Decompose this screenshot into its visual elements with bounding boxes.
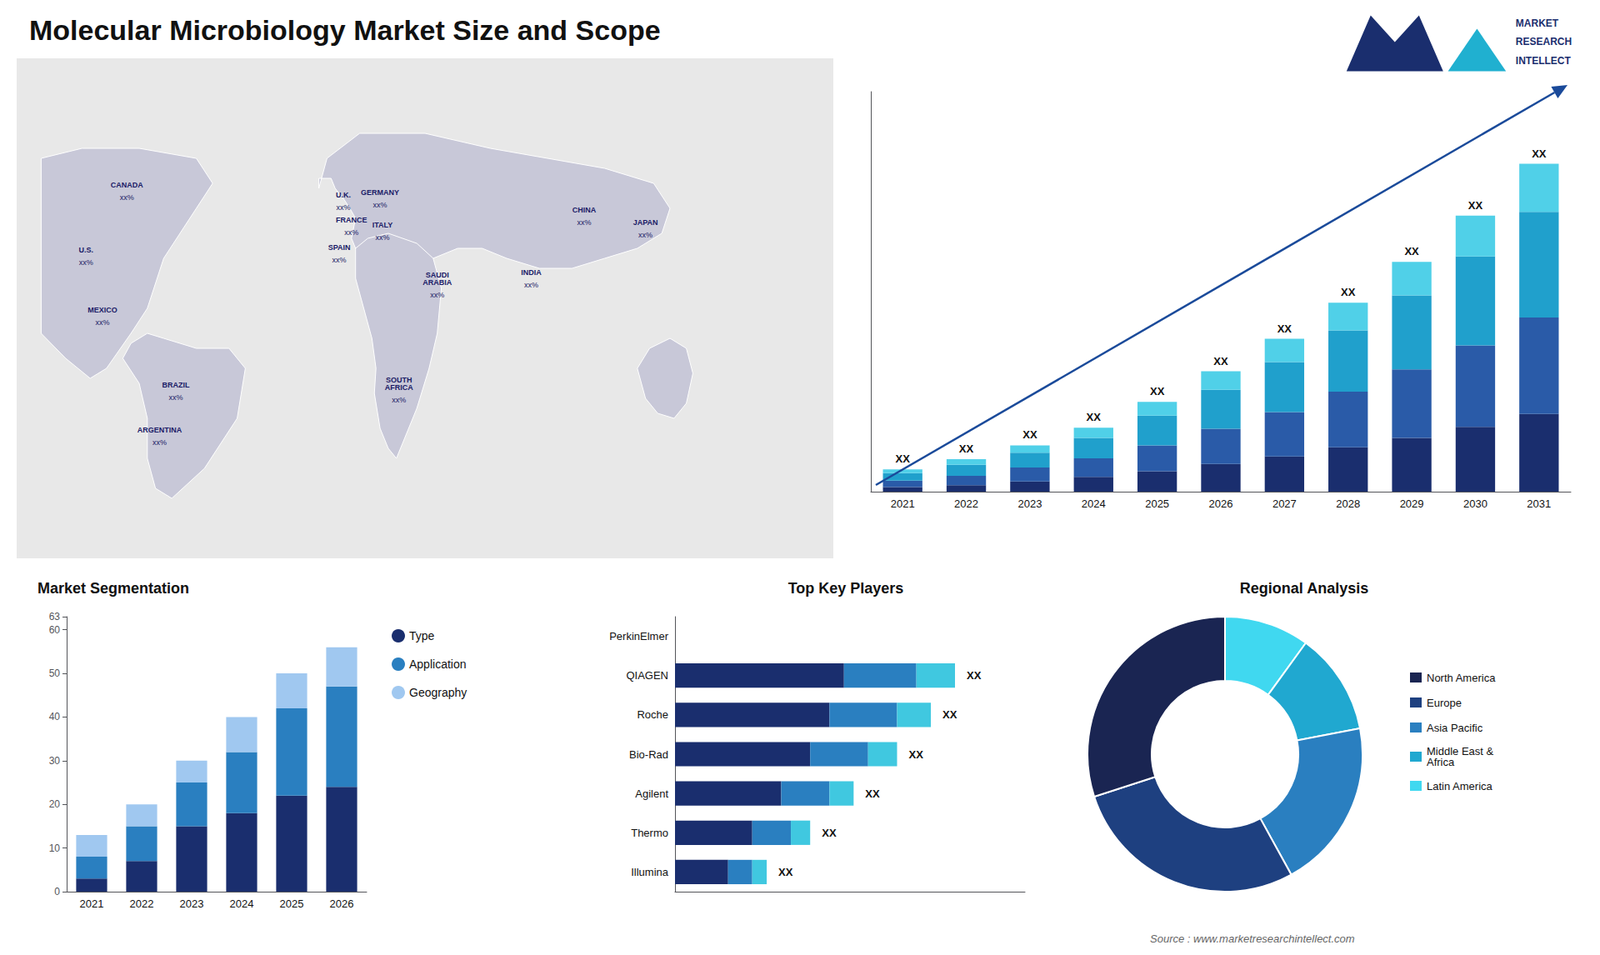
svg-text:Bio-Rad: Bio-Rad — [629, 748, 669, 761]
svg-text:2029: 2029 — [1400, 497, 1425, 510]
svg-text:XX: XX — [1277, 322, 1293, 335]
svg-text:AFRICA: AFRICA — [385, 383, 414, 392]
svg-text:2021: 2021 — [890, 497, 915, 510]
svg-text:CHINA: CHINA — [572, 205, 597, 215]
svg-text:XX: XX — [821, 826, 837, 840]
svg-text:xx%: xx% — [375, 233, 390, 242]
svg-text:XX: XX — [959, 442, 975, 455]
svg-text:XX: XX — [1340, 285, 1356, 299]
svg-text:JAPAN: JAPAN — [633, 218, 659, 227]
svg-text:FRANCE: FRANCE — [335, 215, 368, 225]
svg-text:xx%: xx% — [95, 318, 110, 327]
svg-text:CANADA: CANADA — [110, 180, 144, 190]
svg-text:XX: XX — [1022, 428, 1038, 441]
svg-text:xx%: xx% — [120, 193, 135, 202]
svg-text:xx%: xx% — [335, 203, 350, 212]
svg-text:2023: 2023 — [180, 897, 205, 910]
svg-text:20: 20 — [49, 798, 61, 810]
svg-text:2027: 2027 — [1272, 497, 1297, 510]
svg-text:xx%: xx% — [152, 438, 167, 447]
svg-text:INTELLECT: INTELLECT — [1515, 55, 1572, 67]
svg-text:Type: Type — [409, 629, 435, 643]
svg-text:SAUDI: SAUDI — [425, 270, 449, 279]
svg-text:Market Segmentation: Market Segmentation — [37, 580, 190, 597]
svg-text:Source : www.marketresearchint: Source : www.marketresearchintellect.com — [1150, 932, 1355, 945]
svg-text:MEXICO: MEXICO — [87, 305, 118, 315]
svg-text:Thermo: Thermo — [630, 826, 669, 840]
svg-text:Latin America: Latin America — [1426, 780, 1494, 793]
svg-text:2022: 2022 — [130, 897, 155, 910]
svg-text:XX: XX — [865, 787, 880, 800]
svg-text:RESEARCH: RESEARCH — [1515, 35, 1572, 48]
svg-text:ITALY: ITALY — [372, 220, 394, 230]
svg-text:2026: 2026 — [1209, 497, 1234, 510]
svg-text:2023: 2023 — [1017, 497, 1042, 510]
svg-text:2024: 2024 — [230, 897, 255, 910]
svg-text:XX: XX — [1468, 199, 1484, 212]
svg-text:PerkinElmer: PerkinElmer — [609, 630, 669, 643]
svg-text:xx%: xx% — [373, 200, 388, 210]
svg-text:2024: 2024 — [1081, 497, 1106, 510]
svg-text:Agilent: Agilent — [635, 787, 669, 800]
svg-text:XX: XX — [1531, 147, 1547, 160]
svg-text:2030: 2030 — [1463, 497, 1488, 510]
svg-text:30: 30 — [49, 755, 61, 767]
svg-text:xx%: xx% — [391, 395, 406, 405]
svg-text:GERMANY: GERMANY — [360, 188, 400, 197]
svg-text:XX: XX — [942, 708, 958, 721]
svg-text:2026: 2026 — [330, 897, 355, 910]
svg-text:Illumina: Illumina — [630, 865, 670, 879]
svg-text:XX: XX — [1213, 355, 1229, 368]
svg-text:xx%: xx% — [524, 280, 539, 290]
svg-text:XX: XX — [1150, 385, 1165, 398]
svg-text:U.K.: U.K. — [335, 190, 351, 200]
svg-text:2022: 2022 — [954, 497, 979, 510]
svg-text:Application: Application — [409, 657, 467, 671]
svg-text:xx%: xx% — [638, 230, 653, 240]
svg-text:XX: XX — [895, 452, 911, 465]
svg-text:MARKET: MARKET — [1515, 17, 1560, 30]
svg-text:Regional Analysis: Regional Analysis — [1240, 580, 1369, 597]
svg-text:xx%: xx% — [332, 255, 347, 265]
svg-text:ARABIA: ARABIA — [422, 278, 452, 287]
svg-text:2025: 2025 — [280, 897, 305, 910]
svg-text:Middle East &: Middle East & — [1426, 745, 1494, 758]
svg-text:QIAGEN: QIAGEN — [625, 669, 669, 682]
svg-text:2021: 2021 — [80, 897, 105, 910]
svg-text:XX: XX — [966, 669, 982, 682]
svg-text:INDIA: INDIA — [520, 268, 542, 277]
svg-text:Molecular Microbiology Market: Molecular Microbiology Market Size and S… — [29, 14, 661, 46]
svg-text:XX: XX — [908, 748, 924, 761]
svg-text:63: 63 — [49, 610, 61, 623]
svg-text:SPAIN: SPAIN — [328, 243, 351, 252]
svg-text:BRAZIL: BRAZIL — [162, 380, 190, 390]
svg-text:North America: North America — [1426, 671, 1496, 685]
svg-text:XX: XX — [778, 865, 794, 879]
svg-text:ARGENTINA: ARGENTINA — [137, 425, 183, 435]
svg-text:xx%: xx% — [577, 218, 592, 227]
svg-text:Africa: Africa — [1426, 755, 1455, 769]
svg-text:Top Key Players: Top Key Players — [788, 580, 905, 597]
svg-text:xx%: xx% — [344, 228, 359, 237]
svg-text:40: 40 — [49, 710, 61, 723]
svg-text:Europe: Europe — [1426, 696, 1462, 710]
svg-text:SOUTH: SOUTH — [385, 375, 412, 384]
svg-text:0: 0 — [54, 885, 60, 898]
svg-text:xx%: xx% — [79, 258, 94, 267]
svg-text:60: 60 — [49, 624, 61, 636]
svg-text:U.S.: U.S. — [79, 245, 95, 255]
svg-text:xx%: xx% — [169, 393, 184, 402]
svg-text:2028: 2028 — [1335, 497, 1360, 510]
svg-text:2025: 2025 — [1145, 497, 1170, 510]
svg-text:50: 50 — [49, 667, 61, 680]
svg-text:Roche: Roche — [636, 708, 669, 721]
svg-text:xx%: xx% — [430, 290, 445, 300]
svg-text:XX: XX — [1086, 410, 1102, 424]
svg-text:Geography: Geography — [409, 685, 467, 700]
svg-text:10: 10 — [49, 842, 61, 855]
svg-text:Asia Pacific: Asia Pacific — [1426, 721, 1484, 735]
svg-text:XX: XX — [1404, 245, 1420, 258]
svg-text:2031: 2031 — [1526, 497, 1551, 510]
